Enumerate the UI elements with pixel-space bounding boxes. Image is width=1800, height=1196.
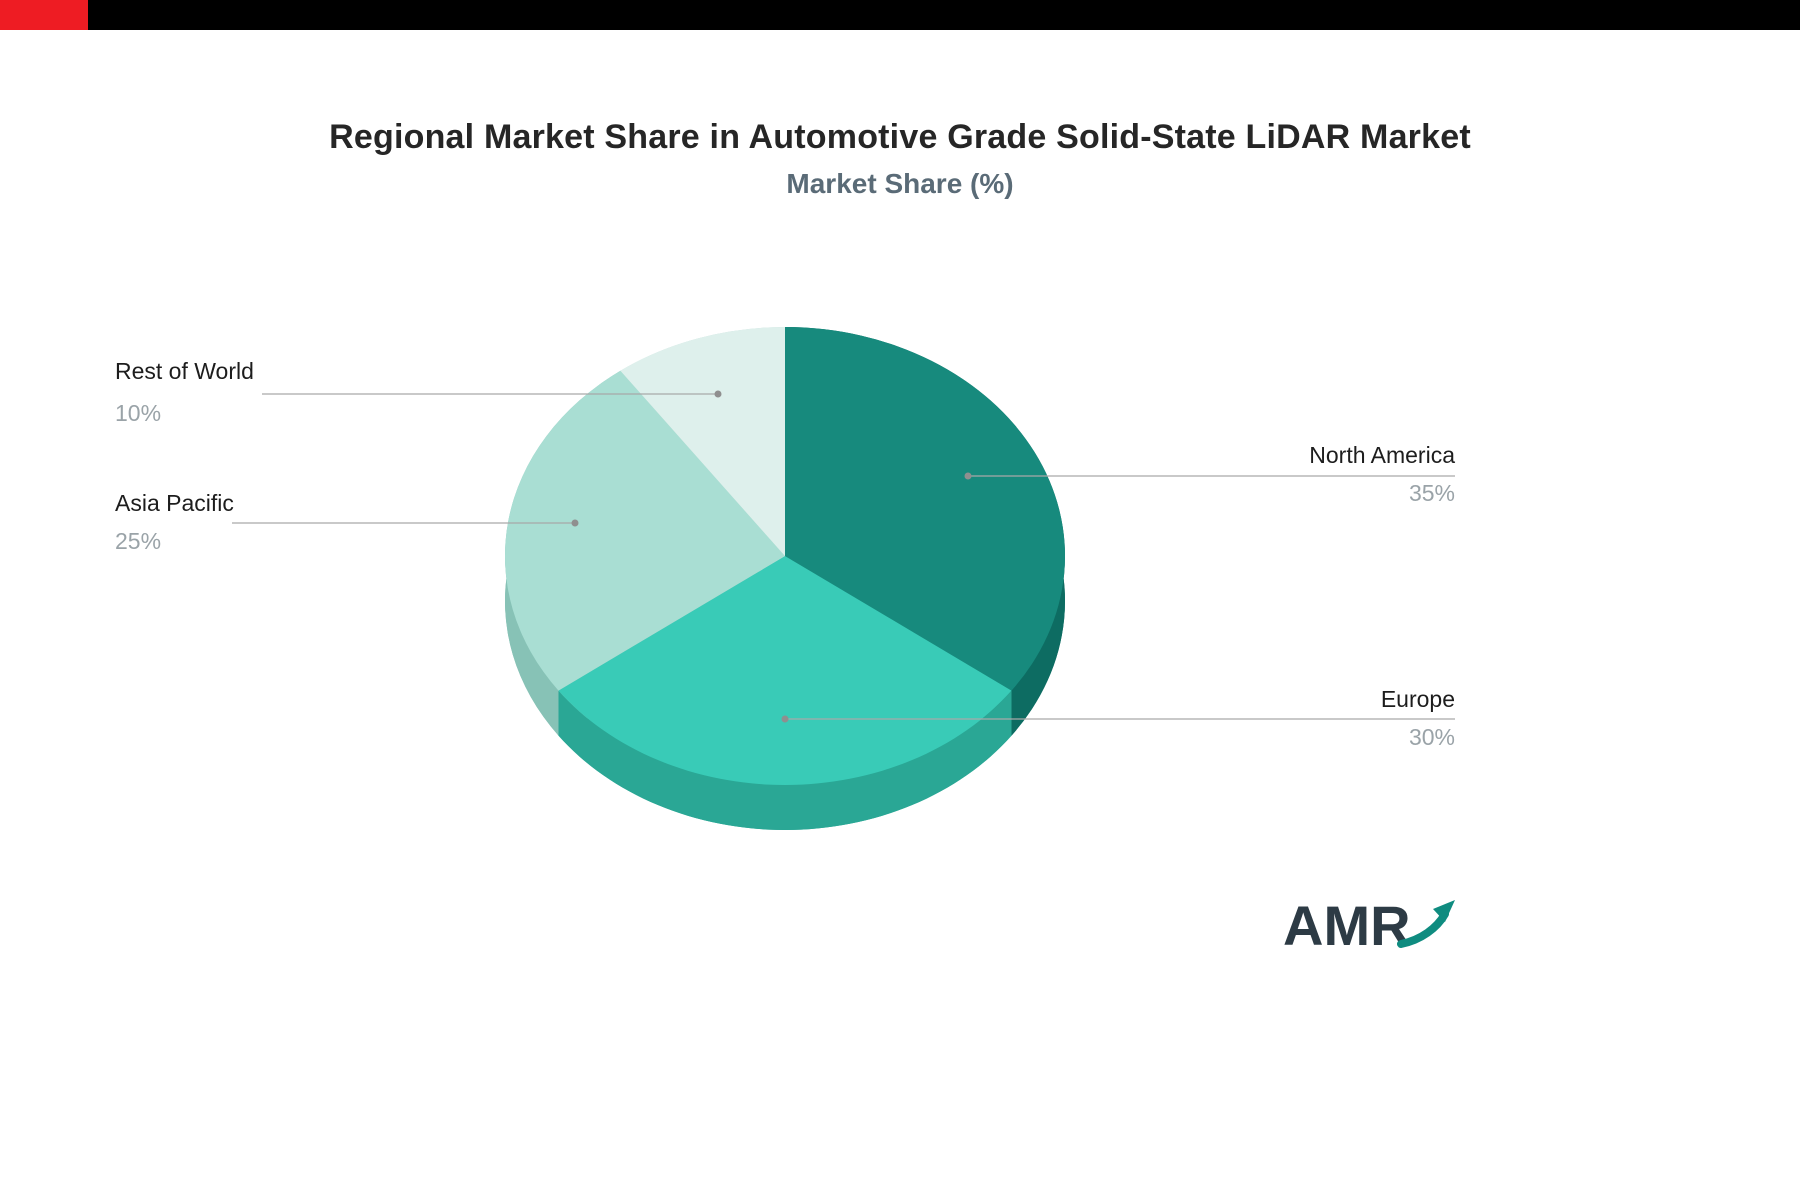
- amr-logo-arrow-icon: [1396, 900, 1455, 948]
- window-top-bar: [0, 0, 1800, 30]
- callout-dot-asia-pacific: [571, 519, 579, 527]
- slice-label-asia-pacific: Asia Pacific: [115, 490, 234, 516]
- pie-slice-rest-of-world[interactable]: [620, 327, 785, 556]
- amr-logo: AMR: [1283, 898, 1459, 954]
- chart-title: Regional Market Share in Automotive Grad…: [329, 118, 1471, 156]
- slice-label-rest-of-world: Rest of World: [115, 358, 254, 384]
- pie-side-europe: [558, 690, 1012, 831]
- slice-percent-europe: 30%: [1408, 724, 1455, 750]
- chart-subtitle: Market Share (%): [786, 168, 1014, 199]
- callout-dot-europe: [781, 715, 789, 723]
- pie-slice-asia-pacific[interactable]: [504, 370, 785, 691]
- slice-percent-rest-of-world: 10%: [115, 400, 162, 426]
- pie-slice-north-america[interactable]: [785, 327, 1065, 691]
- pie-slice-europe[interactable]: [558, 556, 1012, 786]
- slice-percent-asia-pacific: 25%: [115, 528, 162, 554]
- slice-label-europe: Europe: [1380, 686, 1455, 712]
- slice-label-north-america: North America: [1309, 442, 1455, 468]
- amr-logo-text: AMR: [1283, 894, 1411, 957]
- callout-dot-rest-of-world: [714, 390, 722, 398]
- callout-dot-north-america: [964, 472, 972, 480]
- top-bar-accent: [0, 0, 88, 30]
- slice-percent-north-america: 35%: [1408, 480, 1455, 506]
